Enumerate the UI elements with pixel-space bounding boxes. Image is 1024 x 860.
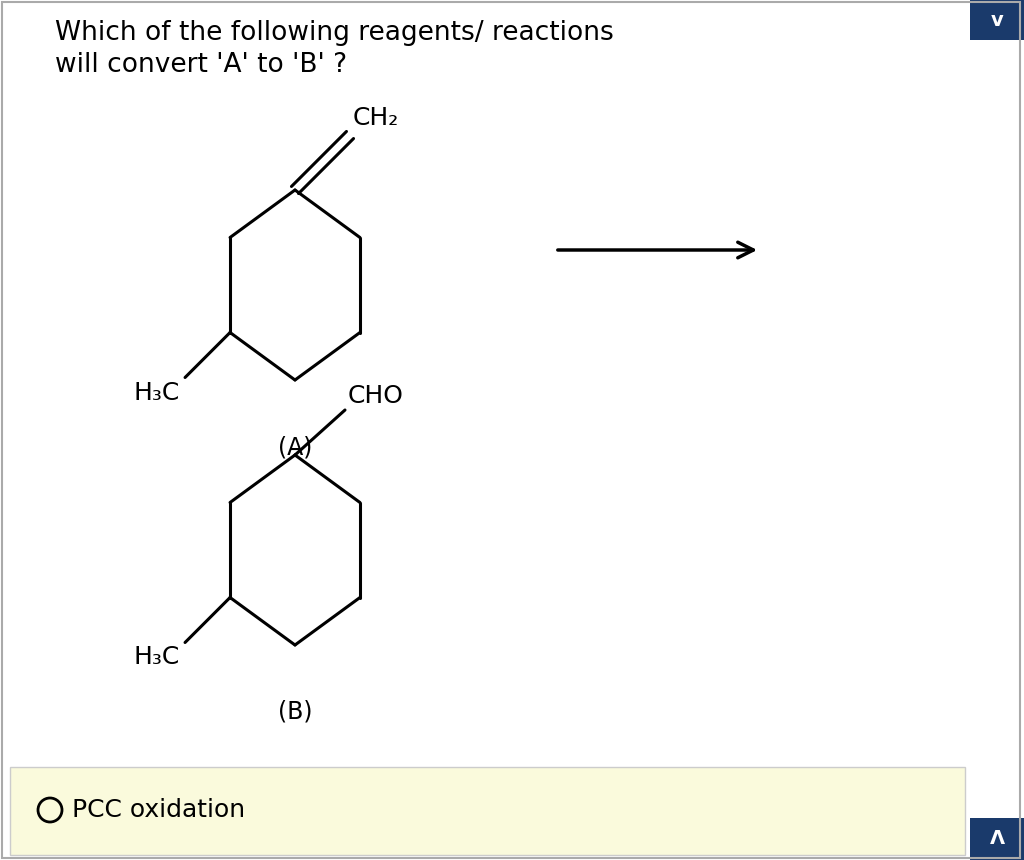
- Text: (A): (A): [278, 435, 312, 459]
- Bar: [10, 767, 965, 855]
- Text: Λ: Λ: [989, 830, 1005, 849]
- Text: PCC oxidation: PCC oxidation: [72, 798, 245, 822]
- Text: H₃C: H₃C: [134, 380, 180, 404]
- Bar: [970, 818, 1024, 860]
- Text: (B): (B): [278, 700, 312, 724]
- Text: CHO: CHO: [348, 384, 403, 408]
- Text: H₃C: H₃C: [134, 646, 180, 669]
- Text: will convert 'A' to 'B' ?: will convert 'A' to 'B' ?: [55, 52, 347, 78]
- Bar: [970, 0, 1024, 40]
- Text: CH₂: CH₂: [353, 106, 399, 130]
- Text: Which of the following reagents/ reactions: Which of the following reagents/ reactio…: [55, 20, 613, 46]
- Text: v: v: [990, 10, 1004, 29]
